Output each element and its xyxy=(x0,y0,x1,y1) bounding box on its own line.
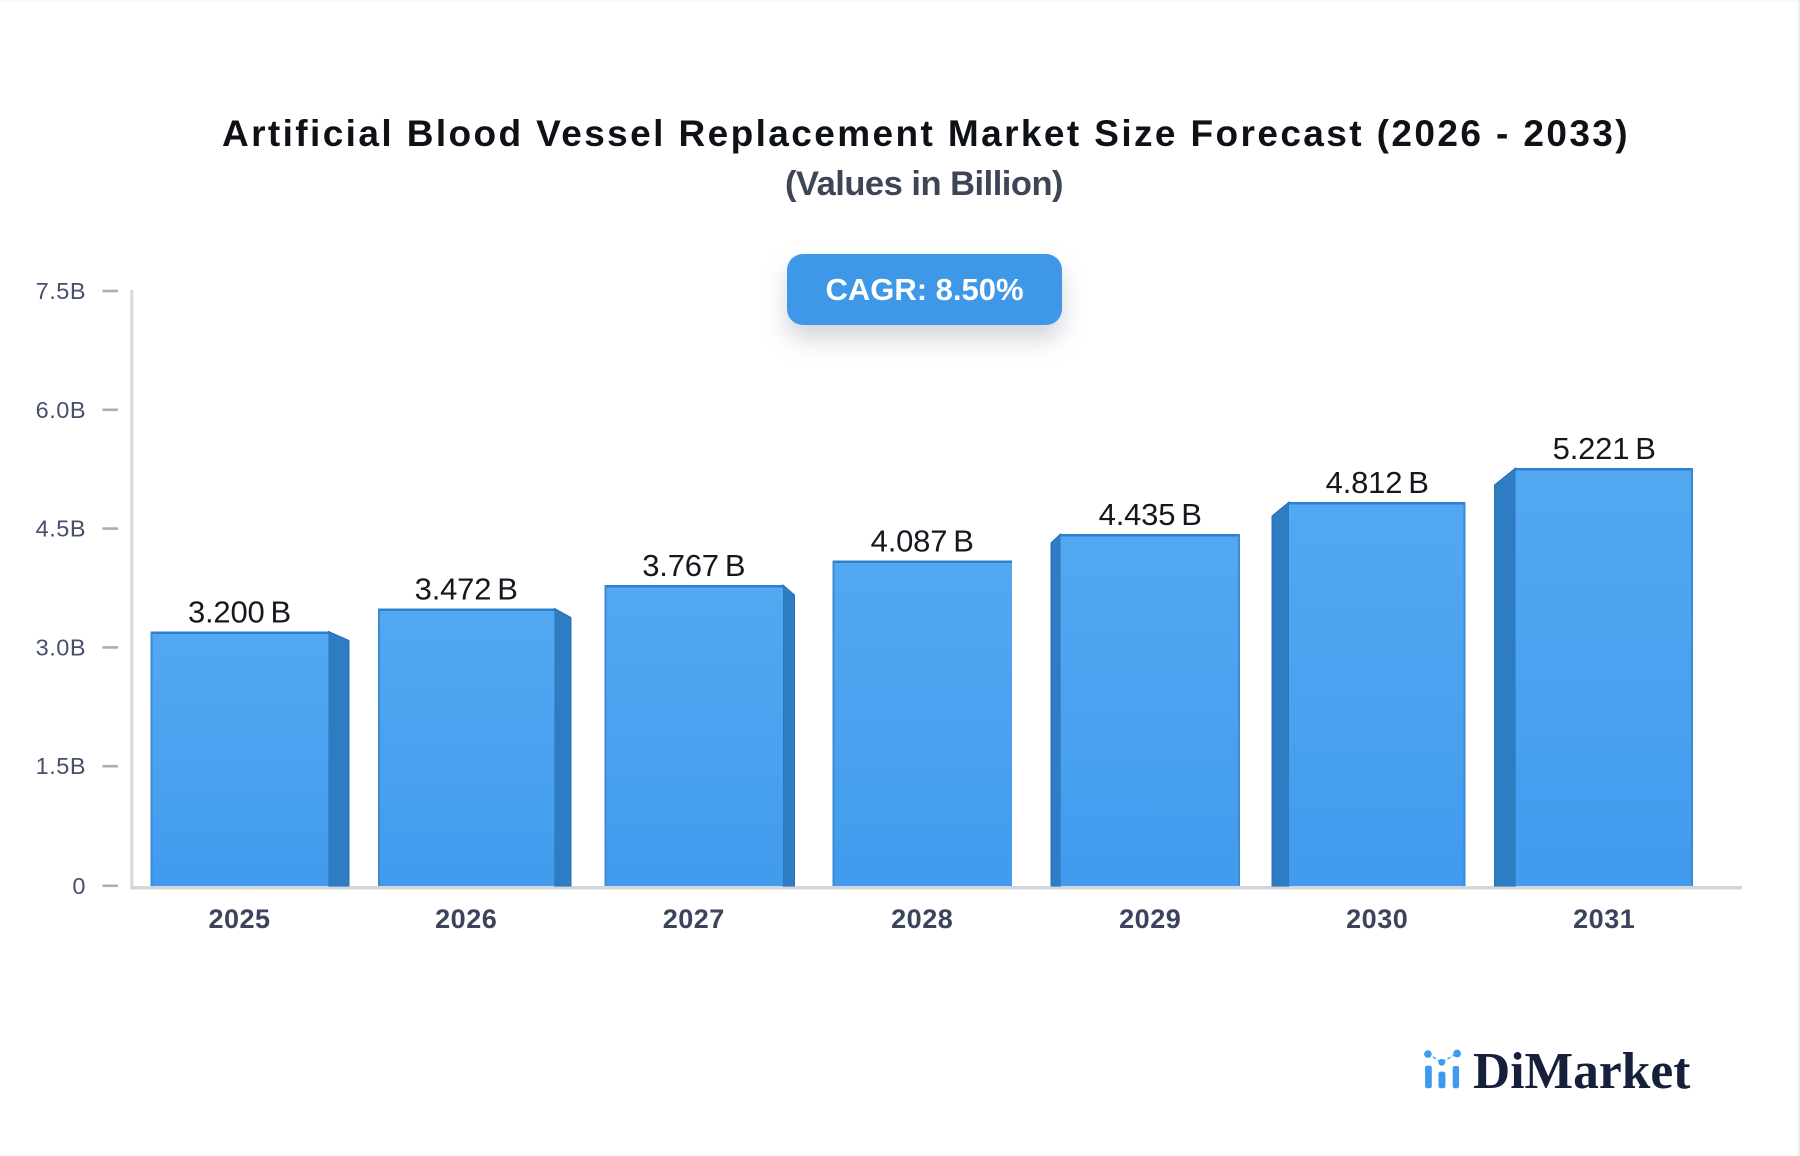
svg-text:2031: 2031 xyxy=(1573,904,1635,934)
svg-text:4.087 B: 4.087 B xyxy=(871,524,974,559)
svg-text:1.5B: 1.5B xyxy=(36,753,86,779)
svg-text:3.0B: 3.0B xyxy=(36,634,86,660)
svg-text:2028: 2028 xyxy=(891,904,953,934)
svg-text:0: 0 xyxy=(72,873,86,899)
svg-text:7.5B: 7.5B xyxy=(36,278,86,304)
svg-text:5.221 B: 5.221 B xyxy=(1553,431,1656,466)
svg-text:4.435 B: 4.435 B xyxy=(1099,497,1202,532)
svg-text:3.767 B: 3.767 B xyxy=(642,548,745,583)
svg-text:2026: 2026 xyxy=(435,904,497,934)
svg-text:2027: 2027 xyxy=(663,904,725,934)
svg-text:2029: 2029 xyxy=(1119,904,1181,934)
svg-text:3.200 B: 3.200 B xyxy=(188,595,291,630)
svg-text:2030: 2030 xyxy=(1346,904,1408,934)
svg-text:4.812 B: 4.812 B xyxy=(1326,465,1429,500)
svg-text:2025: 2025 xyxy=(208,904,270,934)
svg-text:3.472 B: 3.472 B xyxy=(415,572,518,607)
svg-text:6.0B: 6.0B xyxy=(36,397,86,423)
svg-text:DiMarket: DiMarket xyxy=(1473,1043,1690,1100)
svg-text:4.5B: 4.5B xyxy=(36,516,86,542)
